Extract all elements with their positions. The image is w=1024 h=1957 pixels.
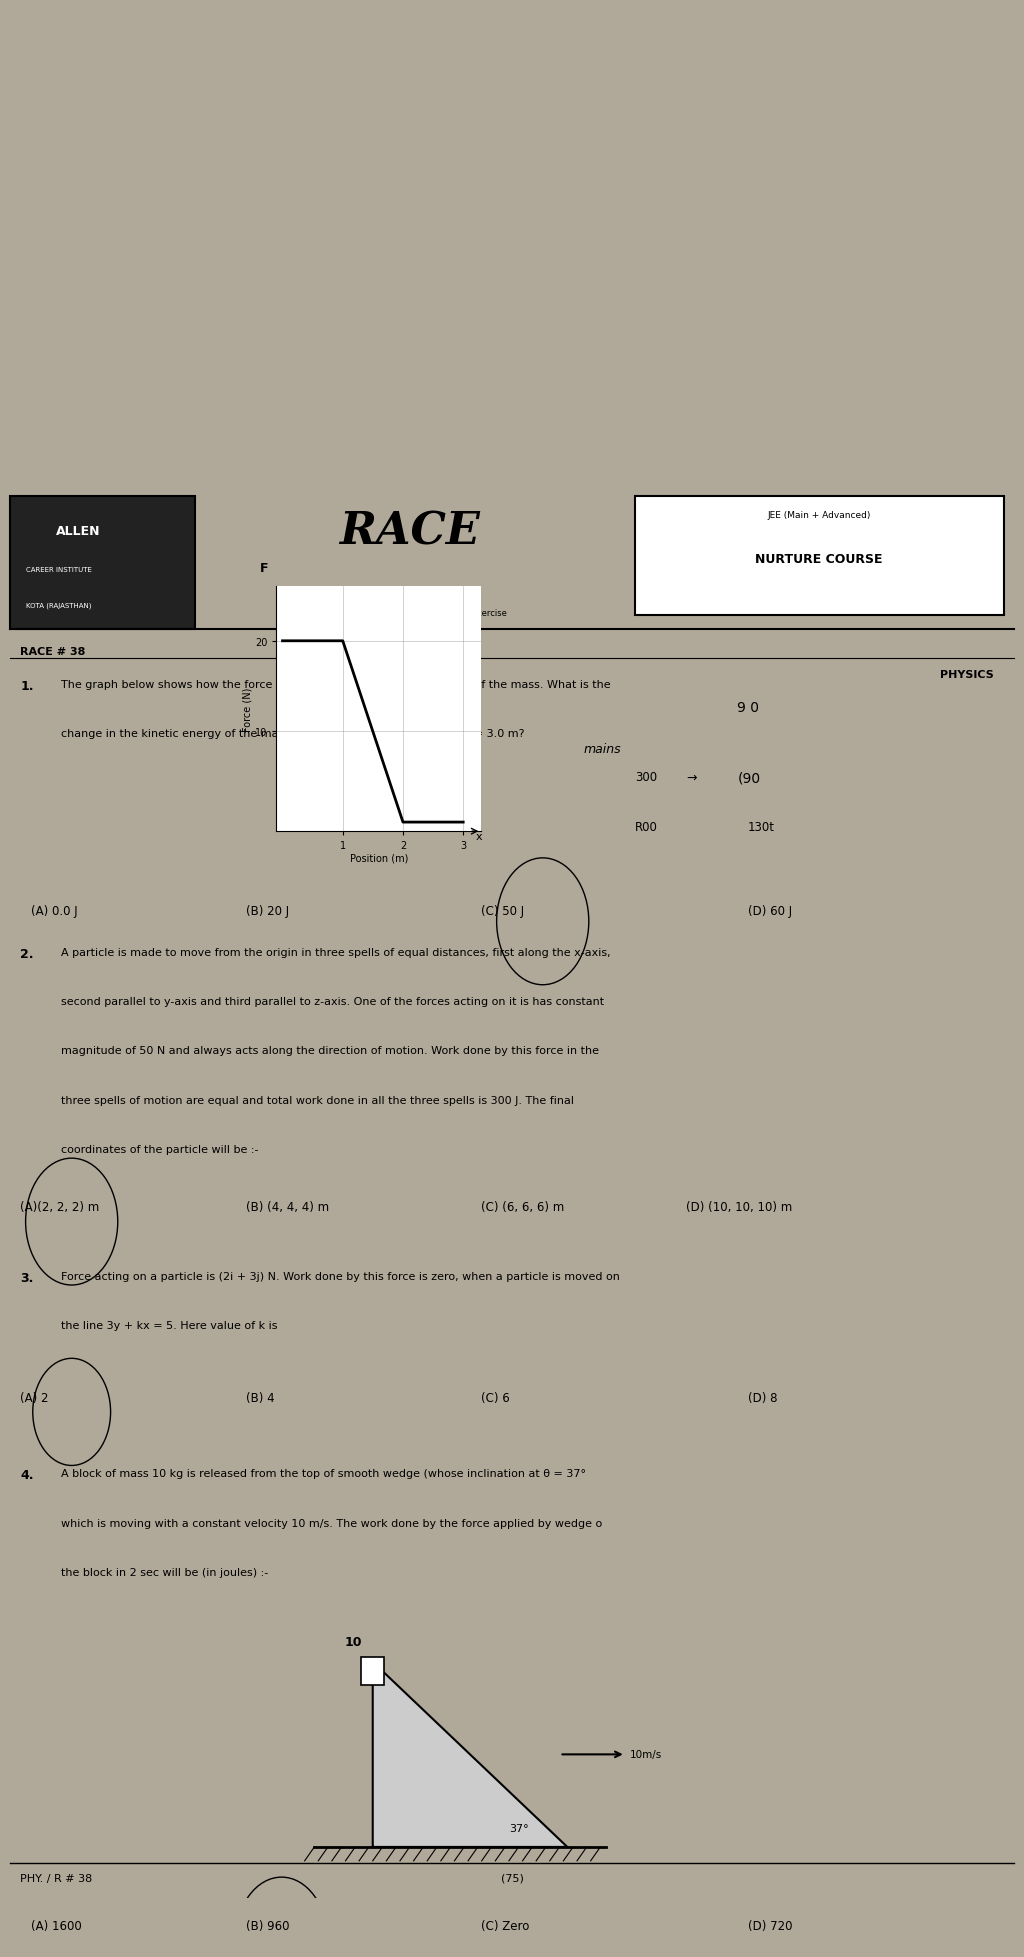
Text: (C) (6, 6, 6) m: (C) (6, 6, 6) m <box>481 1202 564 1213</box>
Text: (B) 960: (B) 960 <box>246 1920 289 1932</box>
Text: 37°: 37° <box>509 1824 528 1834</box>
Text: R00: R00 <box>635 820 657 834</box>
Text: The graph below shows how the force on a mass depends on the position of the mas: The graph below shows how the force on a… <box>61 679 611 689</box>
Text: (A) 0.0 J: (A) 0.0 J <box>31 904 78 918</box>
Text: 9 0: 9 0 <box>737 701 759 714</box>
Text: 300: 300 <box>635 771 657 785</box>
Text: (B) 4: (B) 4 <box>246 1391 274 1403</box>
Text: 2.: 2. <box>20 947 34 961</box>
Text: A block of mass 10 kg is released from the top of smooth wedge (whose inclinatio: A block of mass 10 kg is released from t… <box>61 1468 587 1479</box>
Text: RACE # 38: RACE # 38 <box>20 648 86 658</box>
Text: (D) 720: (D) 720 <box>748 1920 792 1932</box>
Text: F: F <box>260 562 268 575</box>
Text: 3.: 3. <box>20 1272 34 1284</box>
Text: PHYSICS: PHYSICS <box>940 669 993 679</box>
Text: A particle is made to move from the origin in three spells of equal distances, f: A particle is made to move from the orig… <box>61 947 611 957</box>
Text: CAREER INSTITUTE: CAREER INSTITUTE <box>26 568 91 573</box>
Text: three spells of motion are equal and total work done in all the three spells is : three spells of motion are equal and tot… <box>61 1096 574 1106</box>
Text: (D) (10, 10, 10) m: (D) (10, 10, 10) m <box>686 1202 793 1213</box>
Text: coordinates of the particle will be :-: coordinates of the particle will be :- <box>61 1145 259 1155</box>
Text: (C) Zero: (C) Zero <box>481 1920 529 1932</box>
Text: KOTA (RAJASTHAN): KOTA (RAJASTHAN) <box>26 603 91 609</box>
Text: (A) 1600: (A) 1600 <box>31 1920 82 1932</box>
Text: mains: mains <box>584 744 622 755</box>
X-axis label: Position (m): Position (m) <box>349 853 409 863</box>
Text: (75): (75) <box>501 1873 523 1883</box>
Bar <box>10 497 195 630</box>
Text: which is moving with a constant velocity 10 m/s. The work done by the force appl: which is moving with a constant velocity… <box>61 1519 603 1528</box>
Bar <box>635 497 1004 616</box>
Text: 10: 10 <box>344 1636 362 1648</box>
Bar <box>361 1658 384 1685</box>
Text: 4.: 4. <box>20 1468 34 1481</box>
Text: (A)(2, 2, 2) m: (A)(2, 2, 2) m <box>20 1202 99 1213</box>
Text: Force acting on a particle is (2i + 3j) N. Work done by this force is zero, when: Force acting on a particle is (2i + 3j) … <box>61 1272 621 1282</box>
Text: (D) 60 J: (D) 60 J <box>748 904 792 918</box>
Text: 1.: 1. <box>20 679 34 693</box>
Text: PHY. / R # 38: PHY. / R # 38 <box>20 1873 93 1883</box>
Text: change in the kinetic energy of the mass as it moves from x = 0.0 m to x = 3.0 m: change in the kinetic energy of the mass… <box>61 728 525 740</box>
Text: (90: (90 <box>737 771 761 785</box>
Text: (B) (4, 4, 4) m: (B) (4, 4, 4) m <box>246 1202 329 1213</box>
Text: (C) 50 J: (C) 50 J <box>481 904 524 918</box>
Text: (A) 2: (A) 2 <box>20 1391 49 1403</box>
Text: 130t: 130t <box>748 820 774 834</box>
Text: ALLEN: ALLEN <box>56 524 100 538</box>
Text: 10m/s: 10m/s <box>630 1750 662 1759</box>
Text: JEE (Main + Advanced): JEE (Main + Advanced) <box>768 511 870 519</box>
Text: the block in 2 sec will be (in joules) :-: the block in 2 sec will be (in joules) :… <box>61 1568 268 1577</box>
Text: (D) 8: (D) 8 <box>748 1391 777 1403</box>
Polygon shape <box>373 1661 567 1847</box>
Text: (C) 6: (C) 6 <box>481 1391 510 1403</box>
Text: RACE: RACE <box>339 511 480 554</box>
Text: NURTURE COURSE: NURTURE COURSE <box>756 552 883 566</box>
Text: the line 3y + kx = 5. Here value of k is: the line 3y + kx = 5. Here value of k is <box>61 1321 278 1331</box>
Text: →: → <box>686 771 696 785</box>
Text: second parallel to y-axis and third parallel to z-axis. One of the forces acting: second parallel to y-axis and third para… <box>61 996 604 1006</box>
Y-axis label: Force (N): Force (N) <box>243 687 252 732</box>
Text: Regular Analysis through Continuous Exercise: Regular Analysis through Continuous Exer… <box>312 609 507 618</box>
Text: x: x <box>475 832 482 842</box>
Text: (B) 20 J: (B) 20 J <box>246 904 289 918</box>
Text: magnitude of 50 N and always acts along the direction of motion. Work done by th: magnitude of 50 N and always acts along … <box>61 1045 599 1057</box>
